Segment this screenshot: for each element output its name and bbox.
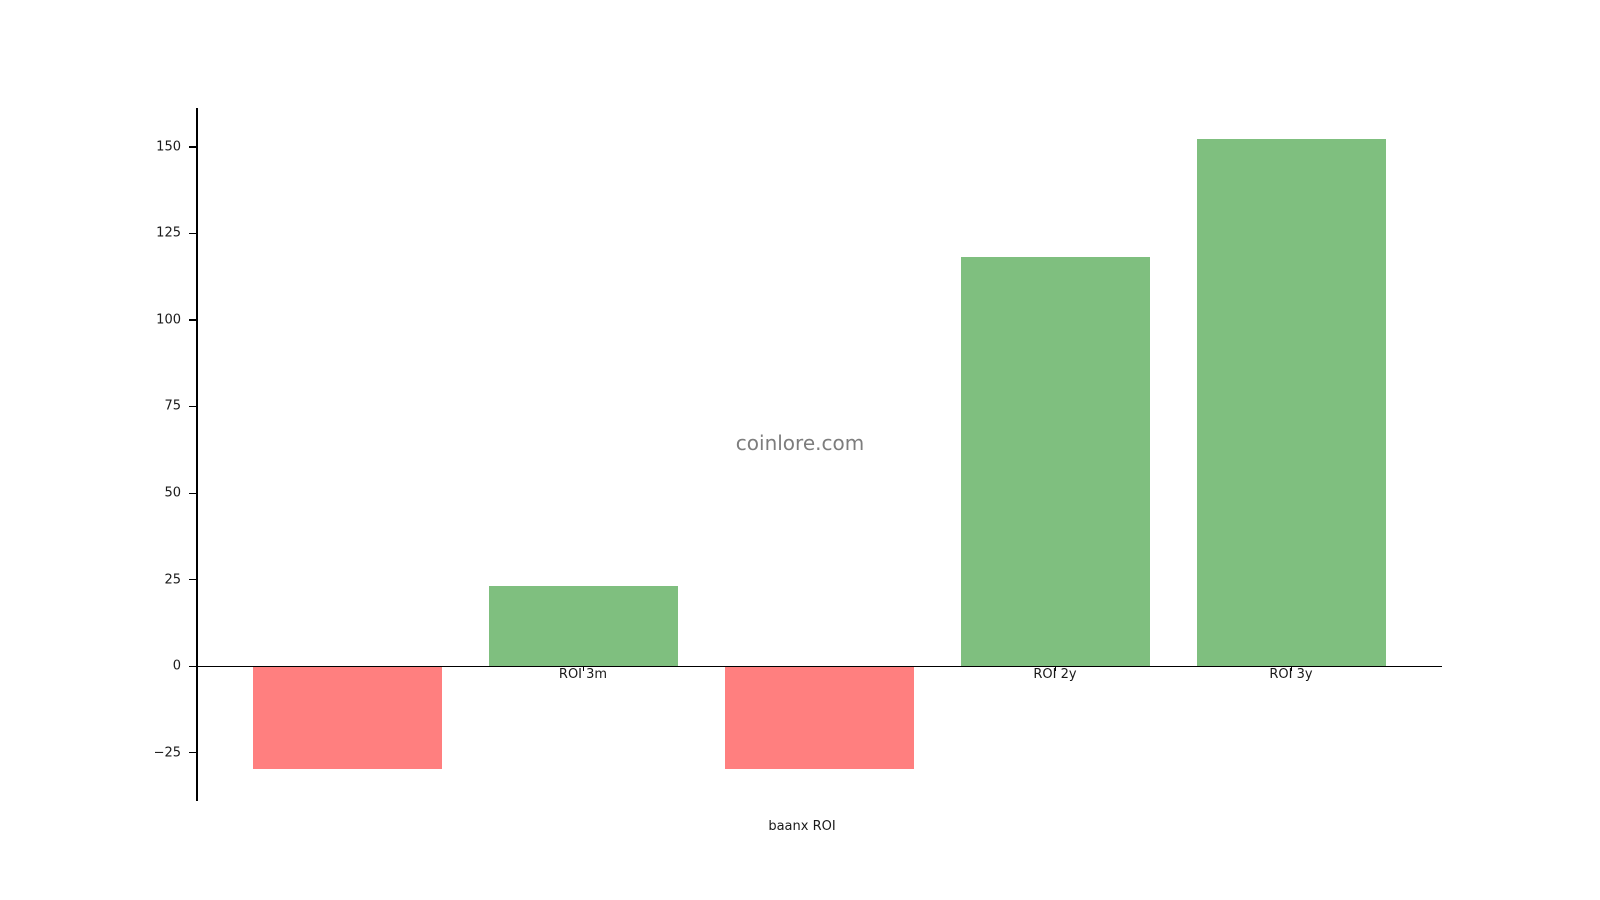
y-tick-mark (189, 146, 196, 148)
y-tick-label: 25 (164, 572, 181, 588)
y-tick-label: 125 (156, 225, 181, 241)
x-tick-label: ROI 3y (1269, 666, 1313, 682)
y-tick-mark (189, 579, 196, 581)
y-axis-spine (196, 108, 198, 801)
bar-negative (252, 665, 442, 770)
y-tick-label: 100 (156, 312, 181, 328)
bar-positive (1196, 139, 1386, 666)
y-tick-label: 150 (156, 139, 181, 155)
y-tick-label: 0 (172, 658, 181, 674)
y-tick-mark (189, 752, 196, 754)
bar-negative (724, 665, 914, 770)
x-axis-title: baanx ROI (768, 819, 836, 834)
watermark-text: coinlore.com (735, 431, 865, 455)
bar-positive (488, 585, 678, 666)
x-tick-label: ROI 3m (558, 666, 608, 682)
y-tick-mark (189, 492, 196, 494)
y-tick-mark (189, 319, 196, 321)
zero-axis-line (196, 665, 1442, 667)
y-tick-mark (189, 405, 196, 408)
y-tick-label: −25 (153, 745, 181, 761)
y-tick-label: 75 (164, 398, 181, 414)
y-tick-mark (189, 232, 196, 235)
x-tick-mark (1291, 665, 1293, 671)
x-tick-mark (1055, 665, 1057, 671)
y-tick-label: 50 (164, 485, 181, 501)
bar-positive (960, 257, 1150, 666)
y-tick-mark (189, 665, 196, 667)
x-tick-label: ROI 2y (1033, 666, 1077, 682)
x-tick-mark (583, 665, 585, 671)
